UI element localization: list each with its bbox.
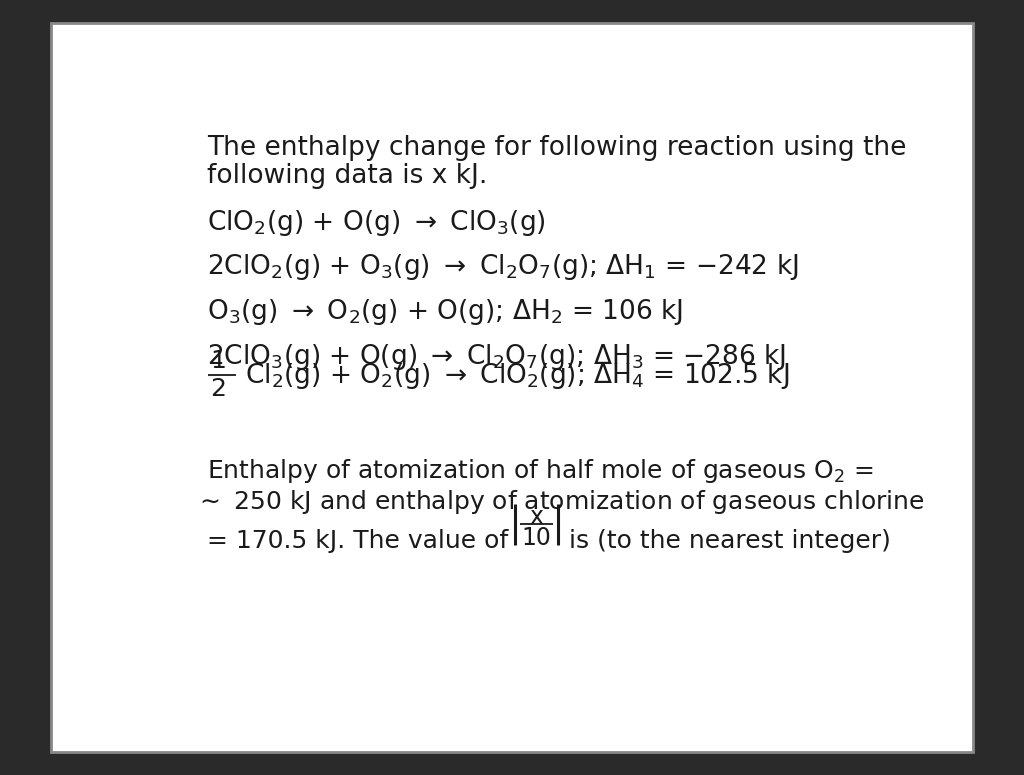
Text: O$_3$(g) $\rightarrow$ O$_2$(g) + O(g); $\Delta$H$_2$ = 106 kJ: O$_3$(g) $\rightarrow$ O$_2$(g) + O(g); … <box>207 297 683 327</box>
Text: is (to the nearest integer): is (to the nearest integer) <box>569 529 891 553</box>
FancyBboxPatch shape <box>51 23 973 752</box>
Text: $\sim$ 250 kJ and enthalpy of atomization of gaseous chlorine: $\sim$ 250 kJ and enthalpy of atomizatio… <box>196 488 925 516</box>
Text: 1: 1 <box>211 350 226 374</box>
Text: 10: 10 <box>521 525 551 549</box>
Text: Enthalpy of atomization of half mole of gaseous O$_2$ =: Enthalpy of atomization of half mole of … <box>207 457 874 485</box>
Text: = 170.5 kJ. The value of: = 170.5 kJ. The value of <box>207 529 509 553</box>
Text: following data is x kJ.: following data is x kJ. <box>207 164 487 189</box>
Text: 2: 2 <box>211 377 226 401</box>
Text: x: x <box>529 505 543 529</box>
Text: 2ClO$_2$(g) + O$_3$(g) $\rightarrow$ Cl$_2$O$_7$(g); $\Delta$H$_1$ = $-$242 kJ: 2ClO$_2$(g) + O$_3$(g) $\rightarrow$ Cl$… <box>207 253 799 282</box>
Text: ClO$_2$(g) + O(g) $\rightarrow$ ClO$_3$(g): ClO$_2$(g) + O(g) $\rightarrow$ ClO$_3$(… <box>207 208 547 238</box>
Text: Cl$_2$(g) + O$_2$(g) $\rightarrow$ ClO$_2$(g); $\Delta$H$_4$ = 102.5 kJ: Cl$_2$(g) + O$_2$(g) $\rightarrow$ ClO$_… <box>246 361 790 391</box>
Text: The enthalpy change for following reaction using the: The enthalpy change for following reacti… <box>207 135 906 160</box>
Text: 2ClO$_3$(g) + O(g) $\rightarrow$ Cl$_2$O$_7$(g); $\Delta$H$_3$ = $-$286 kJ: 2ClO$_3$(g) + O(g) $\rightarrow$ Cl$_2$O… <box>207 342 786 372</box>
